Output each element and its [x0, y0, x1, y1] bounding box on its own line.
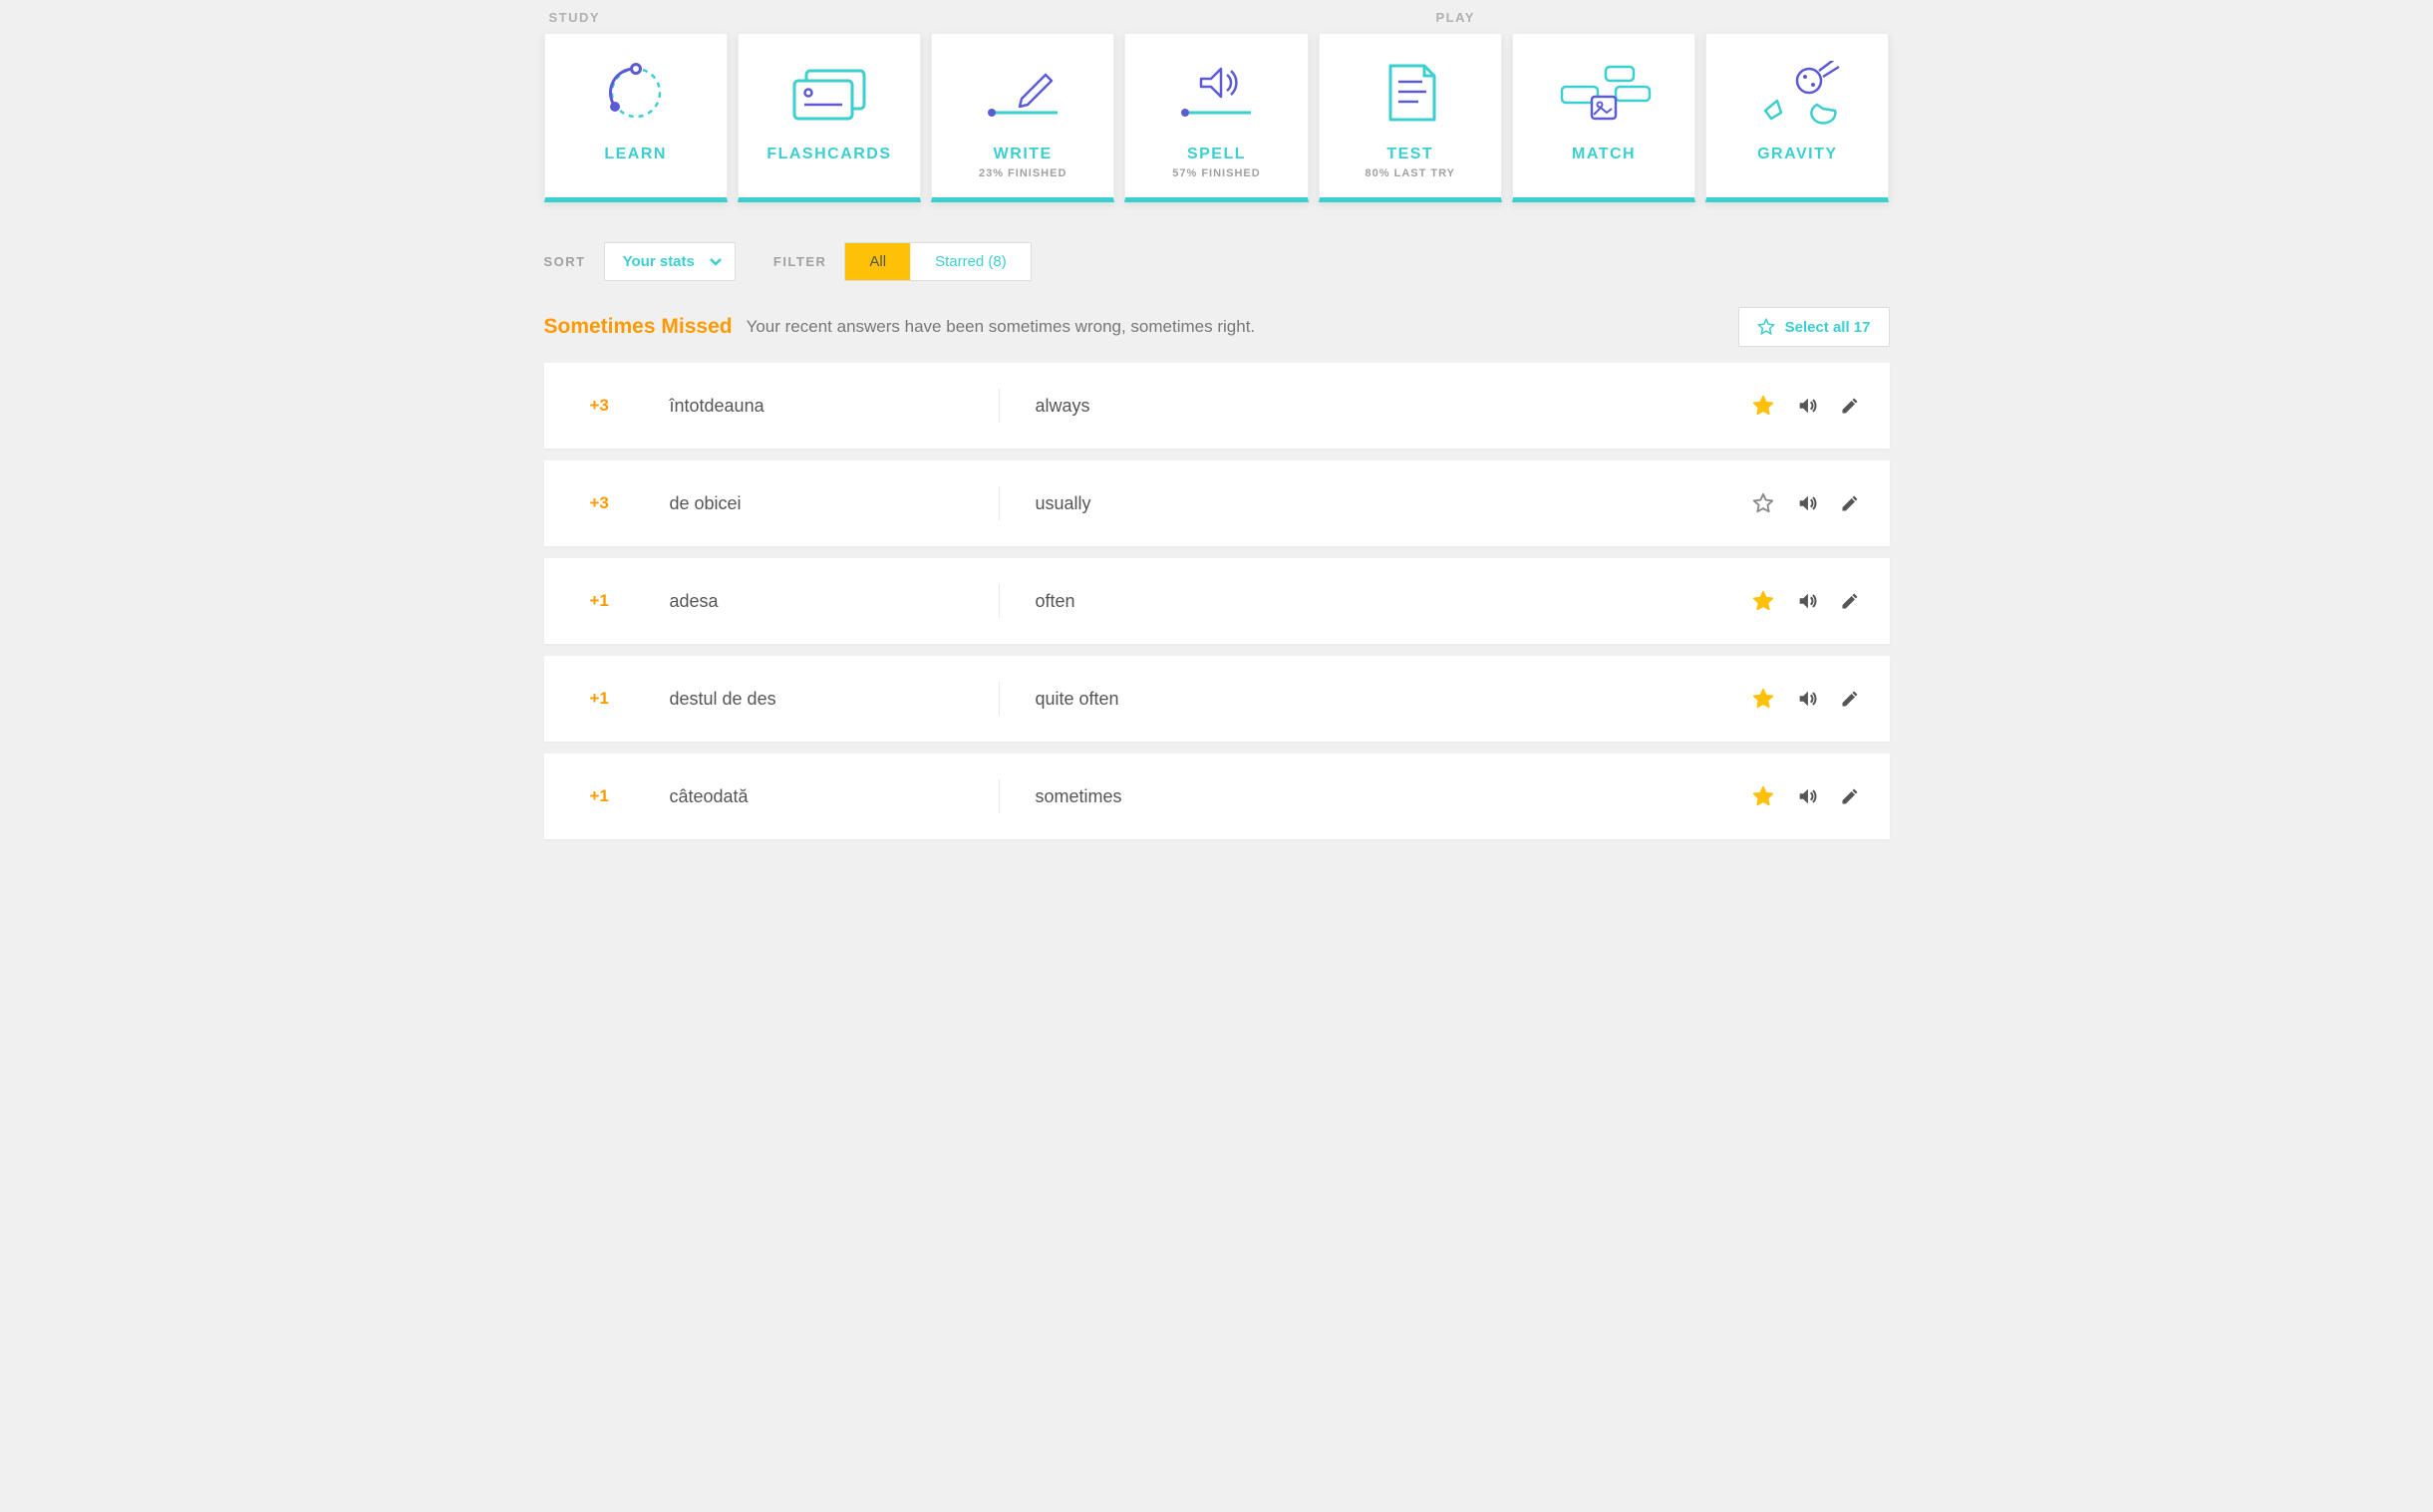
mode-title: SPELL: [1187, 146, 1246, 163]
star-icon[interactable]: [1752, 395, 1774, 417]
term-word: întotdeauna: [670, 396, 999, 417]
missed-title: Sometimes Missed: [544, 315, 733, 339]
audio-icon[interactable]: [1796, 590, 1818, 612]
mode-title: FLASHCARDS: [766, 146, 891, 163]
term-list: +3întotdeaunaalways+3de obiceiusually+1a…: [539, 363, 1895, 839]
star-outline-icon: [1757, 318, 1775, 336]
edit-icon[interactable]: [1840, 689, 1860, 709]
mode-title: TEST: [1386, 146, 1433, 163]
term-row: +1adesa often: [544, 558, 1890, 644]
sort-value: Your stats: [623, 253, 695, 270]
write-icon: [980, 58, 1065, 128]
divider: [999, 779, 1000, 813]
spell-icon: [1173, 58, 1259, 128]
term-definition: always: [1036, 396, 1752, 417]
flashcards-icon: [786, 58, 872, 128]
term-word: adesa: [670, 591, 999, 612]
term-definition: often: [1036, 591, 1752, 612]
divider: [999, 486, 1000, 520]
term-row: +1câteodată sometimes: [544, 754, 1890, 839]
divider: [999, 389, 1000, 423]
mode-card-learn[interactable]: LEARN: [544, 33, 728, 202]
filter-group: All Starred (8): [844, 242, 1031, 281]
test-icon: [1378, 58, 1442, 128]
term-score: +3: [590, 396, 670, 416]
mode-sub: 23% FINISHED: [979, 167, 1066, 179]
chevron-down-icon: [709, 255, 723, 269]
star-icon[interactable]: [1752, 590, 1774, 612]
filter-starred-button[interactable]: Starred (8): [910, 243, 1031, 280]
sort-label: SORT: [544, 254, 586, 269]
divider: [999, 682, 1000, 716]
edit-icon[interactable]: [1840, 591, 1860, 611]
mode-title: GRAVITY: [1757, 146, 1837, 163]
mode-cards: LEARN FLASHCARDS: [539, 33, 1895, 202]
audio-icon[interactable]: [1796, 492, 1818, 514]
term-score: +3: [590, 493, 670, 513]
edit-icon[interactable]: [1840, 493, 1860, 513]
learn-icon: [600, 58, 672, 128]
audio-icon[interactable]: [1796, 688, 1818, 710]
term-row: +3întotdeauna always: [544, 363, 1890, 449]
select-all-label: Select all 17: [1785, 319, 1871, 336]
term-score: +1: [590, 786, 670, 806]
term-definition: usually: [1036, 493, 1752, 514]
audio-icon[interactable]: [1796, 395, 1818, 417]
term-score: +1: [590, 591, 670, 611]
audio-icon[interactable]: [1796, 785, 1818, 807]
mode-title: LEARN: [604, 146, 667, 163]
section-label-play: PLAY: [1436, 10, 1475, 25]
term-row: +1destul de des quite often: [544, 656, 1890, 742]
mode-card-gravity[interactable]: GRAVITY: [1705, 33, 1889, 202]
term-definition: quite often: [1036, 689, 1752, 710]
mode-sub: 57% FINISHED: [1172, 167, 1260, 179]
mode-title: WRITE: [994, 146, 1053, 163]
mode-card-test[interactable]: TEST 80% LAST TRY: [1319, 33, 1502, 202]
match-icon: [1554, 58, 1654, 128]
term-word: de obicei: [670, 493, 999, 514]
edit-icon[interactable]: [1840, 786, 1860, 806]
term-definition: sometimes: [1036, 786, 1752, 807]
filter-all-button[interactable]: All: [845, 243, 910, 280]
select-all-button[interactable]: Select all 17: [1738, 307, 1890, 347]
term-word: câteodată: [670, 786, 999, 807]
sort-dropdown[interactable]: Your stats: [604, 242, 736, 281]
missed-desc: Your recent answers have been sometimes …: [747, 317, 1256, 337]
mode-title: MATCH: [1572, 146, 1636, 163]
star-icon[interactable]: [1752, 688, 1774, 710]
section-label-study: STUDY: [544, 10, 1436, 25]
mode-card-flashcards[interactable]: FLASHCARDS: [738, 33, 921, 202]
mode-card-spell[interactable]: SPELL 57% FINISHED: [1124, 33, 1308, 202]
mode-card-match[interactable]: MATCH: [1512, 33, 1695, 202]
star-icon[interactable]: [1752, 785, 1774, 807]
edit-icon[interactable]: [1840, 396, 1860, 416]
mode-card-write[interactable]: WRITE 23% FINISHED: [931, 33, 1114, 202]
divider: [999, 584, 1000, 618]
term-word: destul de des: [670, 689, 999, 710]
term-row: +3de obicei usually: [544, 460, 1890, 546]
mode-sub: 80% LAST TRY: [1366, 167, 1455, 179]
star-icon[interactable]: [1752, 492, 1774, 514]
term-score: +1: [590, 689, 670, 709]
gravity-icon: [1747, 58, 1847, 128]
filter-label: FILTER: [773, 254, 827, 269]
